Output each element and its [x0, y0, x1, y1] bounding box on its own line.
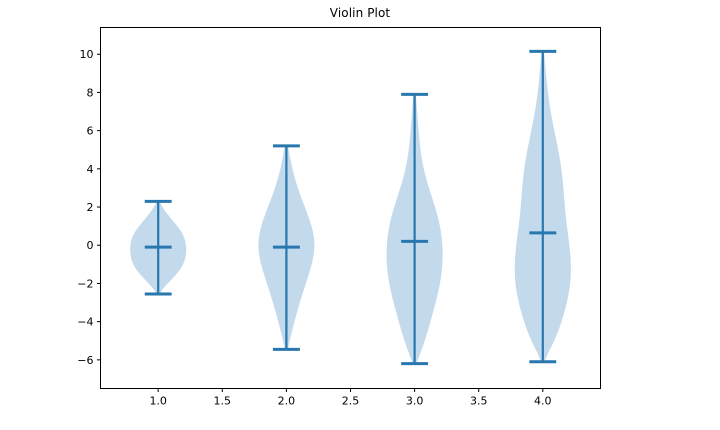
- x-tick-label: 2.5: [342, 395, 360, 408]
- y-tick-label: 2: [87, 201, 94, 214]
- y-tick-label: 8: [87, 86, 94, 99]
- chart-title: Violin Plot: [329, 6, 391, 20]
- ticks-layer: 10 8 6 4 2 0 −2 −4 −6 1.0 1.5 2.0 2.5 3.0 3.5 4.0: [77, 48, 551, 407]
- x-tick-label: 4.0: [534, 395, 552, 408]
- x-tick-label: 3.0: [406, 395, 424, 408]
- violin-1.0: [130, 199, 187, 296]
- x-tick-label: 3.5: [470, 395, 488, 408]
- violin-3.0: [386, 92, 443, 366]
- y-tick-label: −2: [77, 277, 93, 290]
- axes-frame: [100, 27, 601, 389]
- axes-layer: [100, 27, 601, 389]
- violins-layer: [130, 49, 571, 366]
- x-tick-label: 1.5: [214, 395, 232, 408]
- x-tick-label: 1.0: [149, 395, 167, 408]
- y-tick-label: 6: [87, 125, 94, 138]
- y-tick-label: 0: [87, 239, 94, 252]
- y-tick-label: −6: [77, 354, 93, 367]
- y-tick-label: 10: [80, 48, 94, 61]
- violin-4.0: [514, 49, 571, 364]
- violin-2.0: [258, 144, 315, 351]
- x-tick-label: 2.0: [278, 395, 296, 408]
- y-tick-label: 4: [87, 163, 94, 176]
- y-tick-label: −4: [77, 316, 93, 329]
